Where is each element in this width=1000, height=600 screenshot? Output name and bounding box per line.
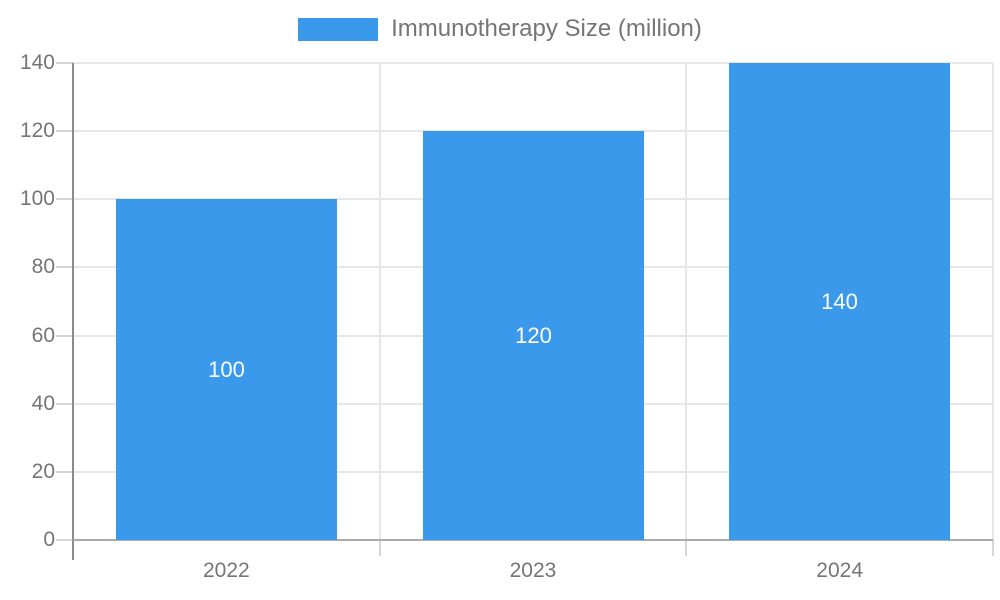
y-tick-label: 100 [19, 187, 55, 211]
y-tick-mark [56, 402, 73, 405]
x-gridline [685, 63, 688, 540]
y-tick-mark [56, 470, 73, 473]
y-tick-mark [56, 334, 73, 337]
x-tick-label: 2023 [509, 559, 557, 582]
bar-value-label: 100 [208, 356, 245, 382]
y-tick-label: 60 [31, 323, 55, 347]
bar-value-label: 120 [515, 322, 552, 348]
y-tick-mark [56, 198, 73, 201]
legend-swatch-icon [298, 17, 379, 41]
y-gridline [73, 62, 993, 64]
legend-label: Immunotherapy Size (million) [391, 15, 702, 42]
bar-value-label: 140 [821, 288, 858, 314]
x-tick-label: 2024 [816, 559, 864, 582]
x-tick-mark [378, 540, 381, 556]
y-tick-mark [56, 266, 73, 269]
x-gridline [378, 63, 381, 540]
bar-2023[interactable]: 120 [423, 131, 644, 540]
bar-2024[interactable]: 140 [729, 63, 950, 540]
x-tick-mark [992, 540, 994, 556]
y-tick-label: 140 [19, 51, 55, 74]
x-axis-line [73, 539, 993, 541]
y-tick-label: 80 [31, 255, 55, 279]
y-tick-mark [56, 130, 73, 133]
y-axis-line [72, 63, 74, 560]
x-tick-label: 2022 [202, 559, 250, 582]
x-tick-mark [685, 540, 688, 556]
chart-legend-item[interactable]: Immunotherapy Size (million) [0, 15, 1000, 43]
y-tick-label: 40 [31, 391, 55, 415]
y-tick-mark [56, 539, 73, 541]
x-gridline [992, 63, 994, 540]
y-tick-label: 120 [19, 119, 55, 143]
y-tick-mark [56, 62, 73, 64]
y-tick-label: 0 [43, 528, 55, 551]
y-tick-label: 20 [31, 459, 55, 483]
bar-2022[interactable]: 100 [116, 199, 337, 540]
